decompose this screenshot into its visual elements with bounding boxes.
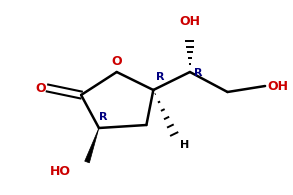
Text: OH: OH — [267, 80, 288, 92]
Text: H: H — [180, 140, 189, 150]
Text: R: R — [156, 72, 165, 82]
Polygon shape — [85, 128, 99, 163]
Text: O: O — [111, 55, 122, 68]
Text: O: O — [35, 82, 45, 95]
Text: R: R — [194, 68, 202, 78]
Text: R: R — [99, 112, 108, 122]
Text: OH: OH — [179, 15, 200, 28]
Text: HO: HO — [50, 165, 71, 178]
